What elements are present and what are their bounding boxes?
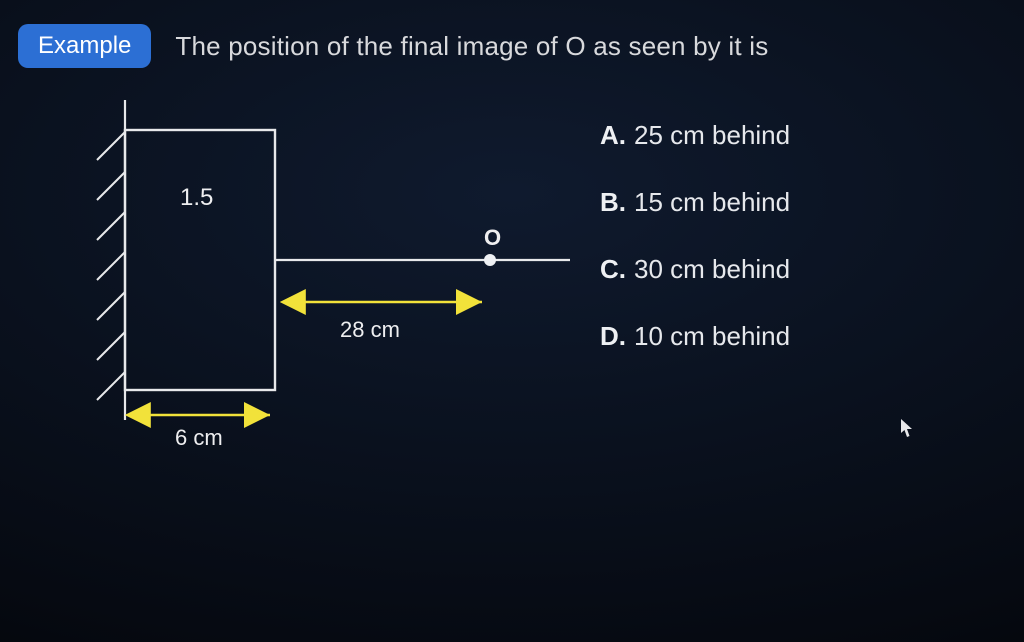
option-text: 30 cm behind: [634, 254, 790, 285]
object-point: [484, 254, 496, 266]
dimension-28cm-label: 28 cm: [340, 317, 400, 342]
option-a[interactable]: A. 25 cm behind: [600, 120, 790, 151]
optics-diagram: 1.5 O 28 cm 6 cm: [70, 90, 590, 460]
option-text: 15 cm behind: [634, 187, 790, 218]
answer-options: A. 25 cm behind B. 15 cm behind C. 30 cm…: [600, 120, 790, 352]
option-text: 25 cm behind: [634, 120, 790, 151]
option-text: 10 cm behind: [634, 321, 790, 352]
refractive-index-label: 1.5: [180, 184, 213, 211]
example-badge: Example: [18, 24, 151, 68]
question-text: The position of the final image of O as …: [175, 31, 768, 62]
option-b[interactable]: B. 15 cm behind: [600, 187, 790, 218]
object-label: O: [484, 225, 501, 250]
option-letter: A.: [600, 120, 626, 151]
glass-slab: [125, 130, 275, 390]
mirror-hatching: [97, 132, 125, 400]
option-letter: B.: [600, 187, 626, 218]
cursor-icon: [900, 418, 914, 438]
option-letter: C.: [600, 254, 626, 285]
dimension-6cm-label: 6 cm: [175, 425, 223, 450]
option-letter: D.: [600, 321, 626, 352]
option-c[interactable]: C. 30 cm behind: [600, 254, 790, 285]
header: Example The position of the final image …: [18, 24, 1024, 68]
option-d[interactable]: D. 10 cm behind: [600, 321, 790, 352]
